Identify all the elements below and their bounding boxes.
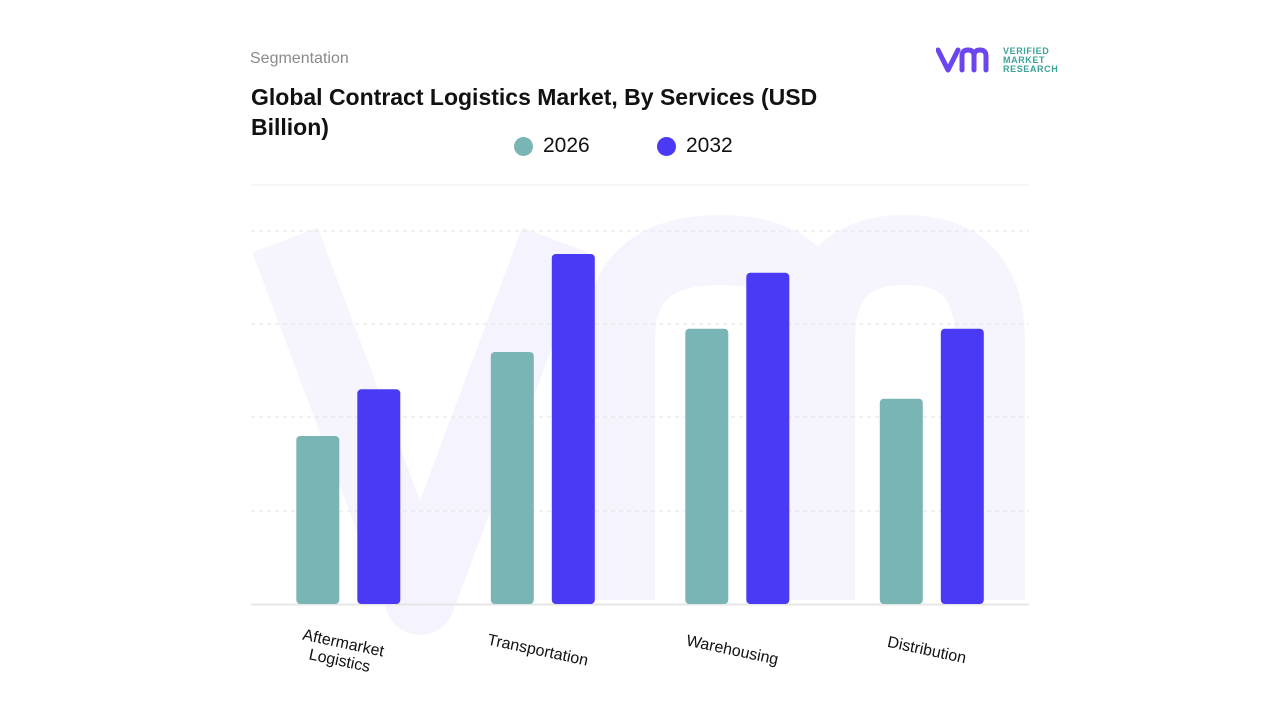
legend-swatch-2032 bbox=[657, 136, 676, 156]
legend-label-2026: 2026 bbox=[543, 134, 590, 157]
legend-item-2026: 2026 bbox=[514, 134, 590, 158]
logo-line-1: VERIFIED bbox=[1003, 45, 1050, 56]
x-tick-label: Distribution bbox=[886, 634, 968, 667]
bar-2026-0 bbox=[296, 436, 340, 604]
bar-2032-0 bbox=[357, 389, 401, 604]
x-tick-label: Warehousing bbox=[685, 633, 780, 669]
section-label: Segmentation bbox=[250, 50, 349, 67]
x-tick-label: AftermarketLogistics bbox=[297, 627, 386, 679]
vmr-logo-icon bbox=[936, 47, 989, 73]
logo-line-3: RESEARCH bbox=[1003, 63, 1059, 74]
bar-2032-1 bbox=[551, 254, 595, 604]
bar-2026-1 bbox=[490, 352, 534, 604]
bar-2026-3 bbox=[879, 398, 923, 604]
x-tick-labels: AftermarketLogistics Transportation Wareho… bbox=[297, 627, 968, 679]
logo-line-2: MARKET bbox=[1003, 54, 1046, 65]
bar-2026-2 bbox=[685, 328, 729, 604]
legend-label-2032: 2032 bbox=[686, 134, 733, 157]
x-tick-label: Transportation bbox=[486, 632, 590, 670]
chart-legend: 2026 2032 bbox=[0, 134, 1280, 164]
legend-swatch-2026 bbox=[514, 136, 533, 156]
vmr-logo: VERIFIED MARKET RESEARCH bbox=[936, 44, 1058, 76]
legend-item-2032: 2032 bbox=[657, 134, 733, 158]
logo-wordmark: VERIFIED MARKET RESEARCH bbox=[1003, 45, 1059, 74]
bar-2032-2 bbox=[746, 272, 790, 604]
chart-title: Global Contract Logistics Market, By Ser… bbox=[251, 84, 818, 140]
bars bbox=[296, 254, 984, 604]
bar-2032-3 bbox=[940, 328, 984, 604]
